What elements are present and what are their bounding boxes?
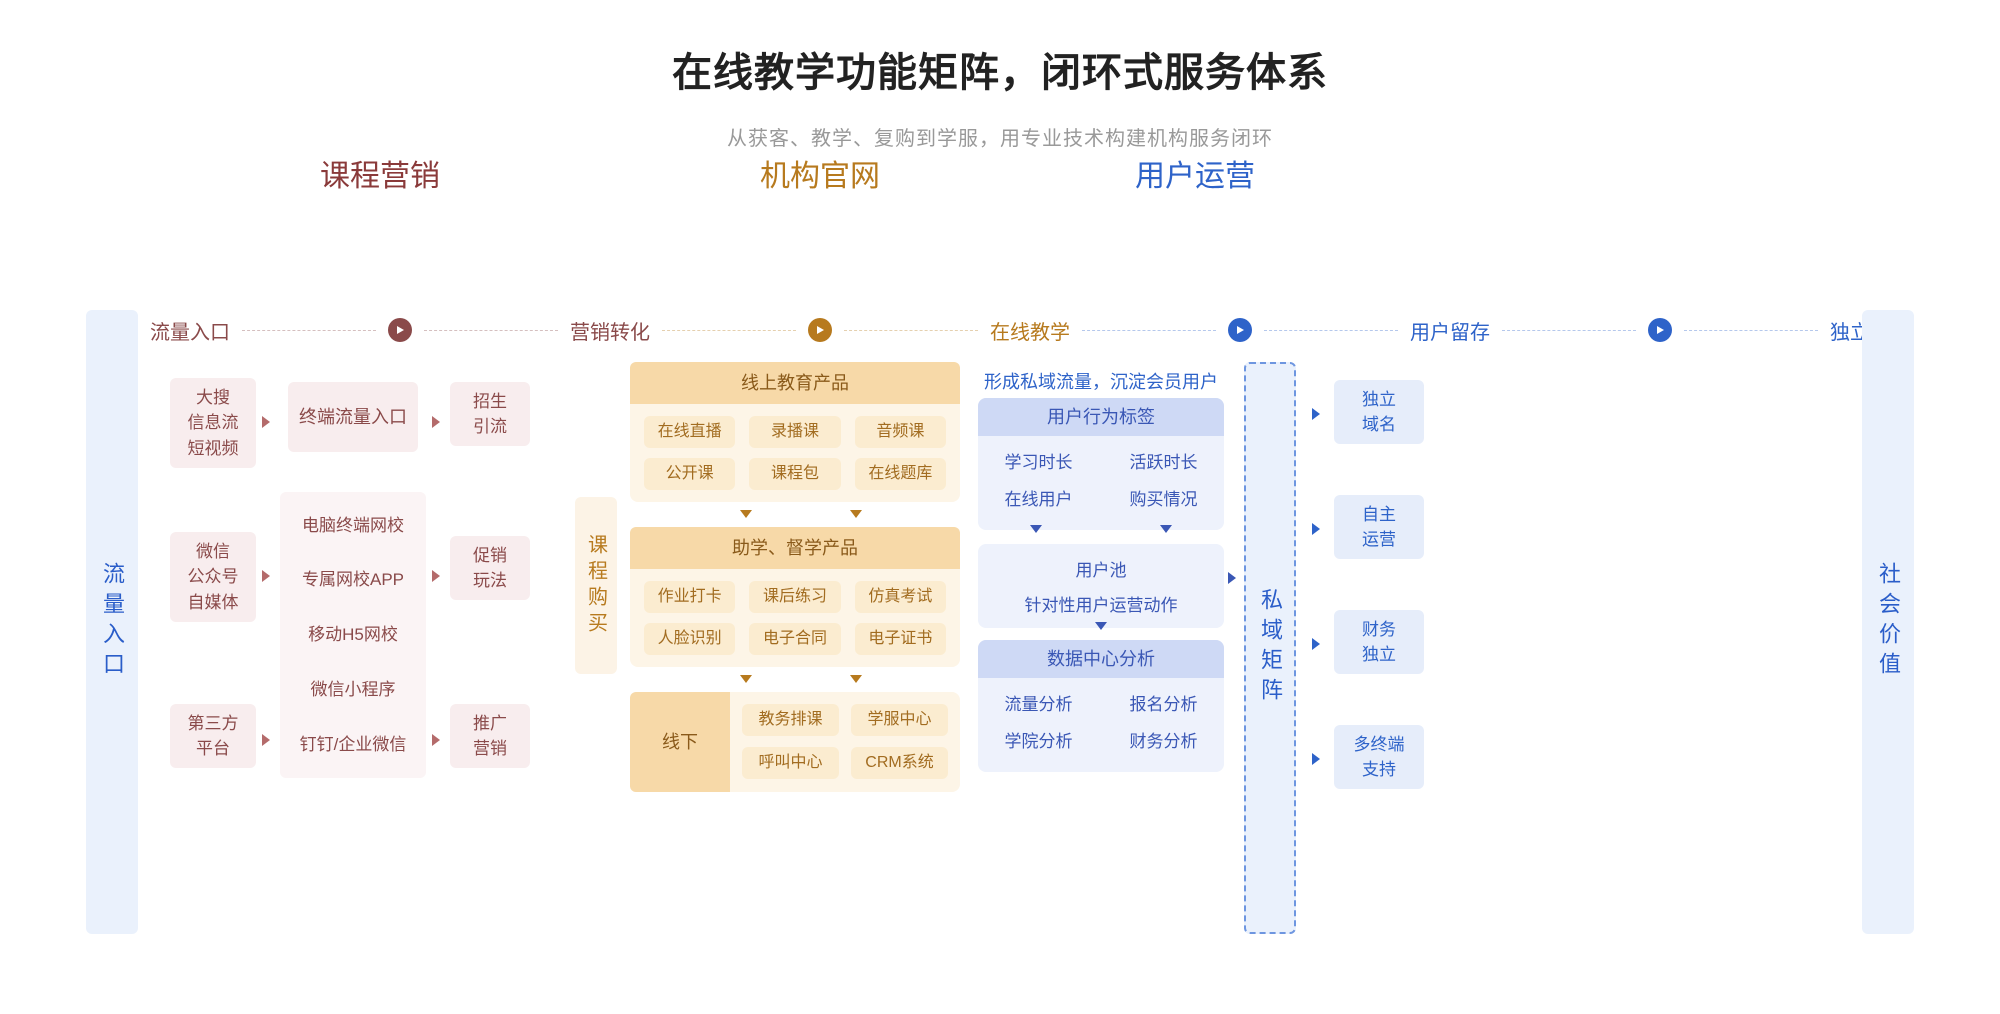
caret-right-icon <box>1228 572 1236 584</box>
pool-item: 用户池 <box>1076 556 1127 581</box>
convert-card: 促销 玩法 <box>450 536 530 600</box>
tag-item: 在线用户 <box>1005 485 1073 510</box>
analysis-item: 流量分析 <box>1005 690 1073 715</box>
feature-chip: 音频课 <box>855 416 946 448</box>
brand-card: 独立 域名 <box>1334 380 1424 444</box>
school-channel-item: 微信小程序 <box>311 677 396 703</box>
caret-down-icon <box>1030 525 1042 533</box>
school-channels-card: 电脑终端网校专属网校APP 移动H5网校微信小程序钉钉/企业微信 <box>280 492 426 778</box>
feature-chip: 课后练习 <box>749 581 840 613</box>
brand-card: 财务 独立 <box>1334 610 1424 674</box>
study-aid-title: 助学、督学产品 <box>630 527 960 569</box>
brand-card: 自主 运营 <box>1334 495 1424 559</box>
user-pool-card: 用户池针对性用户运营动作 <box>978 544 1224 628</box>
traffic-source-card: 第三方 平台 <box>170 704 256 768</box>
caret-down-icon <box>1095 622 1107 630</box>
feature-chip: 公开课 <box>644 458 735 490</box>
play-arrow-icon <box>1228 318 1252 342</box>
feature-chip: 电子证书 <box>855 623 946 655</box>
school-channel-item: 钉钉/企业微信 <box>300 732 407 758</box>
analysis-panel: 数据中心分析 流量分析 报名分析学院分析 财务分析 <box>978 640 1224 772</box>
feature-chip: 录播课 <box>749 416 840 448</box>
feature-chip: 仿真考试 <box>855 581 946 613</box>
online-products-title: 线上教育产品 <box>630 362 960 404</box>
offline-title: 线下 <box>630 692 730 792</box>
caret-down-icon <box>1160 525 1172 533</box>
analysis-title: 数据中心分析 <box>978 640 1224 678</box>
traffic-source-card: 微信 公众号 自媒体 <box>170 532 256 622</box>
user-tags-title: 用户行为标签 <box>978 398 1224 436</box>
caret-right-icon <box>432 570 440 582</box>
feature-chip: 呼叫中心 <box>742 747 839 779</box>
caret-down-icon <box>850 510 862 518</box>
section-marketing-title: 课程营销 <box>320 151 440 195</box>
caret-right-icon <box>432 734 440 746</box>
caret-down-icon <box>740 510 752 518</box>
ops-caption: 形成私域流量，沉淀会员用户 <box>976 368 1226 394</box>
feature-chip: CRM系统 <box>851 747 948 779</box>
header-step-label: 流量入口 <box>150 316 230 345</box>
feature-chip: 电子合同 <box>749 623 840 655</box>
feature-chip: 作业打卡 <box>644 581 735 613</box>
caret-right-icon <box>432 416 440 428</box>
convert-card: 招生 引流 <box>450 382 530 446</box>
online-products-panel: 线上教育产品 在线直播录播课音频课公开课课程包在线题库 <box>630 362 960 502</box>
play-arrow-icon <box>808 318 832 342</box>
header-step-row: 流量入口营销转化在线教学用户留存独立品牌 <box>150 310 1910 350</box>
tag-item: 活跃时长 <box>1130 448 1198 473</box>
tag-item: 学习时长 <box>1005 448 1073 473</box>
caret-right-icon <box>262 570 270 582</box>
offline-panel: 线下 教务排课学服中心呼叫中心 CRM系统 <box>630 692 960 792</box>
feature-chip: 人脸识别 <box>644 623 735 655</box>
pillar-social-value: 社会价值 <box>1862 310 1914 934</box>
school-channel-item: 移动H5网校 <box>308 622 398 648</box>
study-aid-panel: 助学、督学产品 作业打卡课后练习仿真考试人脸识别电子合同电子证书 <box>630 527 960 667</box>
feature-chip: 课程包 <box>749 458 840 490</box>
pillar-traffic-entry: 流量入口 <box>86 310 138 934</box>
caret-right-icon <box>262 416 270 428</box>
tag-item: 购买情况 <box>1130 485 1198 510</box>
school-channel-item: 专属网校APP <box>302 567 404 593</box>
caret-right-icon <box>1312 523 1320 535</box>
traffic-source-card: 大搜 信息流 短视频 <box>170 378 256 468</box>
caret-down-icon <box>850 675 862 683</box>
section-site-title: 机构官网 <box>760 151 880 195</box>
terminal-entry-card: 终端流量入口 <box>288 382 418 452</box>
pillar-course-purchase: 课程购买 <box>575 497 617 674</box>
caret-right-icon <box>1312 638 1320 650</box>
caret-right-icon <box>1312 408 1320 420</box>
feature-chip: 教务排课 <box>742 704 839 736</box>
header-step-label: 用户留存 <box>1410 316 1490 345</box>
section-ops-title: 用户运营 <box>1135 151 1255 195</box>
caret-down-icon <box>740 675 752 683</box>
feature-chip: 在线题库 <box>855 458 946 490</box>
school-channel-item: 电脑终端网校 <box>302 513 404 539</box>
pool-item: 针对性用户运营动作 <box>1025 591 1178 616</box>
header-step-label: 在线教学 <box>990 316 1070 345</box>
pillar-private-domain: 私域矩阵 <box>1244 362 1296 934</box>
page-subtitle: 从获客、教学、复购到学服，用专业技术构建机构服务闭环 <box>0 122 2000 151</box>
play-arrow-icon <box>388 318 412 342</box>
caret-right-icon <box>262 734 270 746</box>
feature-chip: 学服中心 <box>851 704 948 736</box>
analysis-item: 学院分析 <box>1005 727 1073 752</box>
brand-card: 多终端 支持 <box>1334 725 1424 789</box>
analysis-item: 财务分析 <box>1130 727 1198 752</box>
analysis-item: 报名分析 <box>1130 690 1198 715</box>
header-step-label: 营销转化 <box>570 316 650 345</box>
feature-chip: 在线直播 <box>644 416 735 448</box>
play-arrow-icon <box>1648 318 1672 342</box>
page-title: 在线教学功能矩阵，闭环式服务体系 <box>0 40 2000 98</box>
convert-card: 推广 营销 <box>450 704 530 768</box>
user-tags-panel: 用户行为标签 学习时长 活跃时长在线用户 购买情况 <box>978 398 1224 530</box>
caret-right-icon <box>1312 753 1320 765</box>
